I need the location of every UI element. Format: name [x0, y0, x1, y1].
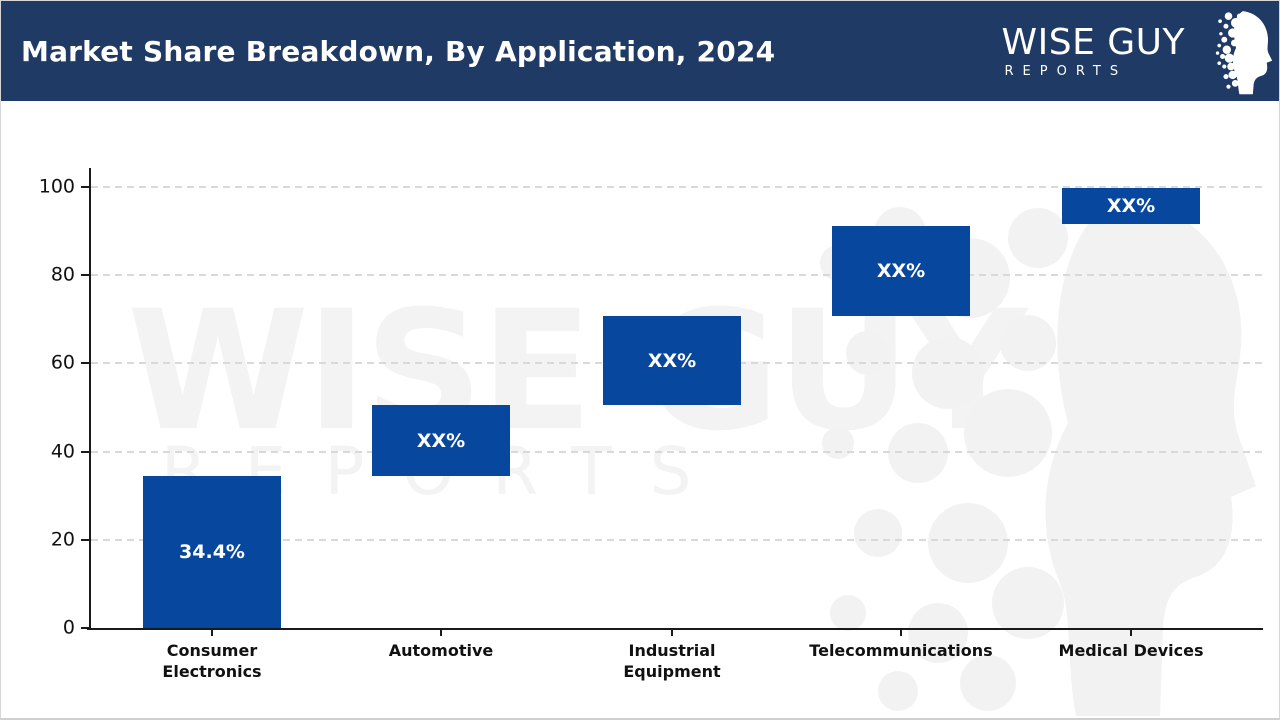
y-axis-line	[89, 168, 91, 630]
y-tick-label-40: 40	[50, 440, 75, 463]
y-tick-label-0: 0	[62, 616, 75, 639]
y-tick-label-20: 20	[50, 528, 75, 551]
bar-label-telecommunications: XX%	[876, 260, 926, 282]
x-tick-automotive	[440, 628, 442, 636]
logo-wordmark: WISE GUY	[1001, 21, 1185, 63]
category-label-medical-devices: Medical Devices	[1058, 641, 1204, 660]
x-tick-industrial-equipment	[671, 628, 673, 636]
category-label-automotive: Automotive	[388, 641, 494, 660]
category-label-telecommunications: Telecommunications	[809, 641, 993, 660]
gridline-40	[91, 451, 1263, 453]
gridline-80	[91, 274, 1263, 276]
bar-telecommunications: XX%	[832, 226, 970, 316]
category-label-industrial-equipment: Industrial Equipment	[623, 641, 721, 681]
logo-face-icon	[1215, 11, 1273, 95]
page-title: Market Share Breakdown, By Application, …	[21, 34, 776, 68]
logo-text: WISE GUY REPORTS	[1001, 21, 1186, 79]
header: Market Share Breakdown, By Application, …	[1, 1, 1279, 101]
bar-label-industrial-equipment: XX%	[647, 349, 697, 372]
bar-consumer-electronics: 34.4%	[143, 476, 281, 628]
bar-automotive: XX%	[372, 405, 510, 476]
y-tick-20	[81, 539, 89, 541]
y-tick-label-100: 100	[38, 175, 75, 198]
y-tick-80	[81, 274, 89, 276]
gridline-100	[91, 186, 1263, 188]
y-tick-40	[81, 451, 89, 453]
bar-label-consumer-electronics: 34.4%	[179, 541, 245, 563]
x-tick-consumer-electronics	[211, 628, 213, 636]
wise-guy-logo: WISE GUY REPORTS	[1002, 1, 1274, 101]
bar-industrial-equipment: XX%	[603, 316, 741, 405]
y-tick-label-80: 80	[50, 263, 75, 286]
logo-subtext: REPORTS	[1004, 63, 1128, 79]
x-axis-line	[87, 628, 1263, 630]
bar-label-medical-devices: XX%	[1106, 195, 1156, 217]
category-label-consumer-electronics: Consumer Electronics	[162, 641, 262, 681]
x-tick-telecommunications	[900, 628, 902, 636]
y-tick-label-60: 60	[50, 351, 75, 374]
y-tick-0	[81, 627, 89, 629]
bar-medical-devices: XX%	[1062, 188, 1200, 224]
bar-label-automotive: XX%	[416, 429, 466, 452]
gridline-20	[91, 539, 1263, 541]
y-tick-100	[81, 186, 89, 188]
y-tick-60	[81, 362, 89, 364]
